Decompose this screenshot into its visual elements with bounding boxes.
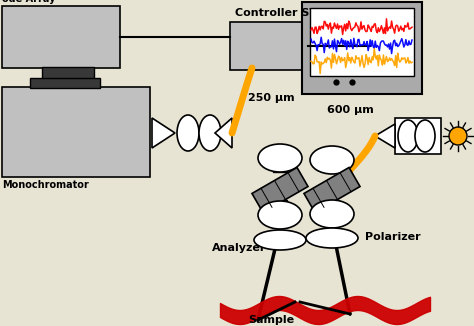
- Bar: [273, 200, 287, 216]
- Bar: [30, 78, 100, 88]
- Polygon shape: [152, 118, 175, 148]
- Text: 600 μm: 600 μm: [327, 105, 374, 115]
- Ellipse shape: [415, 120, 435, 152]
- Bar: [325, 200, 339, 215]
- Ellipse shape: [199, 115, 221, 151]
- Ellipse shape: [177, 115, 199, 151]
- Bar: [302, 2, 422, 94]
- Text: Sample: Sample: [248, 315, 294, 325]
- Polygon shape: [215, 118, 232, 148]
- Bar: [325, 160, 339, 172]
- Ellipse shape: [310, 200, 354, 228]
- Text: ode Array: ode Array: [2, 0, 55, 4]
- Bar: [273, 158, 287, 172]
- Ellipse shape: [310, 146, 354, 174]
- Text: Controller ST 121: Controller ST 121: [235, 8, 344, 18]
- Bar: [42, 67, 94, 79]
- Bar: [395, 118, 441, 154]
- Ellipse shape: [398, 120, 418, 152]
- Text: 250 μm: 250 μm: [248, 93, 295, 103]
- Text: Analyzer: Analyzer: [212, 243, 266, 253]
- Ellipse shape: [254, 230, 306, 250]
- Polygon shape: [252, 168, 308, 213]
- Circle shape: [449, 127, 467, 145]
- Polygon shape: [375, 124, 395, 148]
- Polygon shape: [304, 168, 360, 213]
- Ellipse shape: [258, 201, 302, 229]
- Text: Monochromator: Monochromator: [2, 180, 89, 190]
- Bar: [2, 6, 120, 68]
- Bar: [310, 8, 414, 76]
- Bar: [230, 22, 370, 70]
- Bar: [2, 87, 150, 177]
- Ellipse shape: [258, 144, 302, 172]
- Ellipse shape: [306, 228, 358, 248]
- Text: Polarizer: Polarizer: [365, 232, 420, 242]
